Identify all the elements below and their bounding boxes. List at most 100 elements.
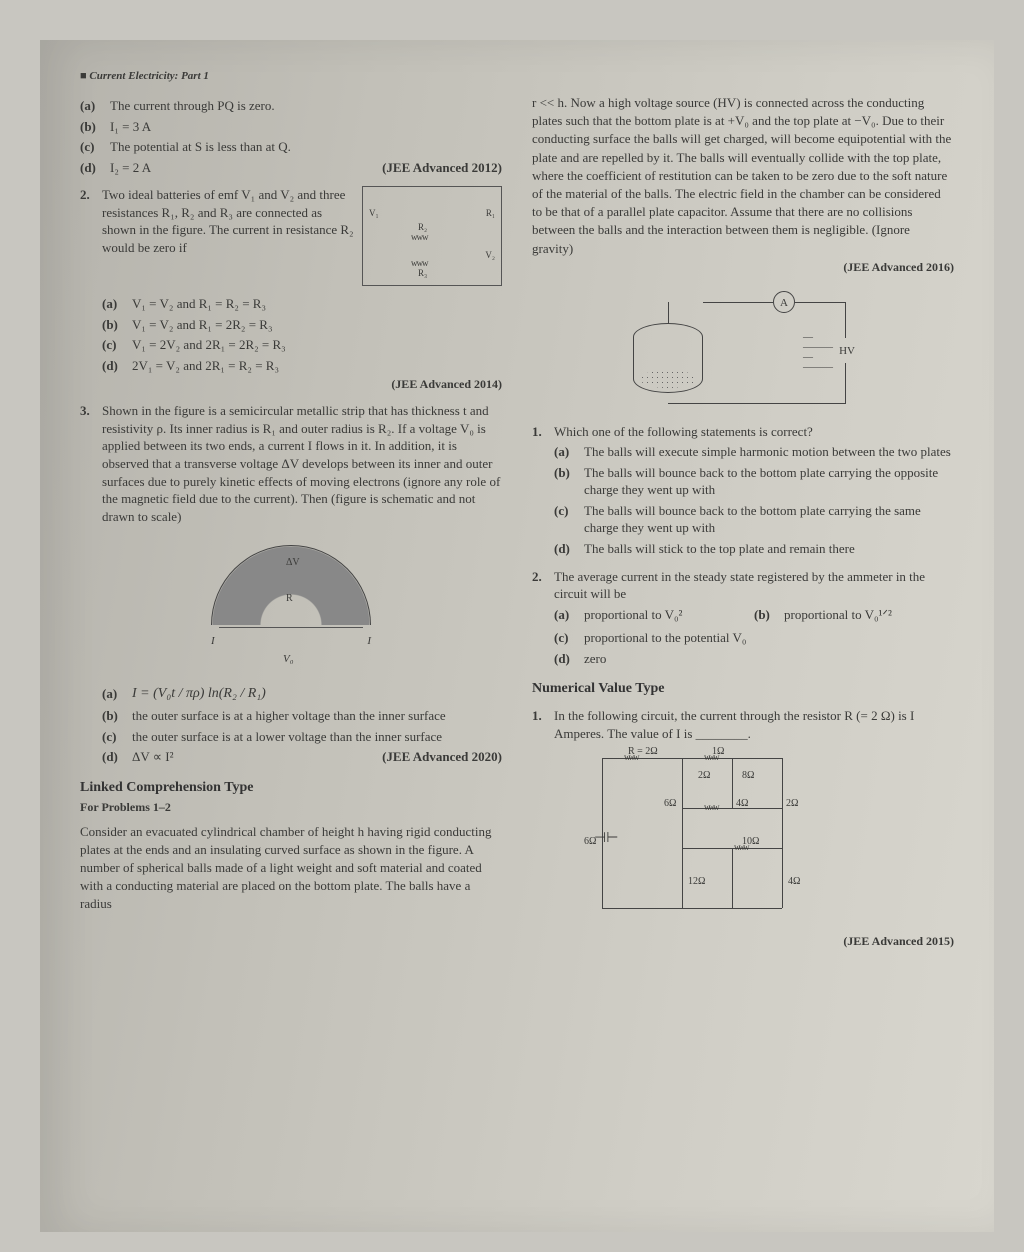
wire	[782, 758, 783, 908]
option-label: (c)	[80, 138, 110, 156]
resistor-icon: ᴡᴡᴡ	[734, 842, 748, 852]
option-label: (d)	[102, 748, 132, 766]
wire	[602, 908, 782, 909]
option-label: (a)	[80, 97, 110, 115]
option-text: I₂ = 2 A (JEE Advanced 2012)	[110, 159, 502, 177]
q3-option-a: (a) I = (V₀t / πρ) ln(R₂ / R₁)	[102, 685, 502, 704]
rq2-option-d: (d)zero	[554, 650, 954, 668]
question-number: 2.	[80, 186, 102, 292]
option-label: (c)	[102, 728, 132, 746]
rq1-option-c: (c)The balls will bounce back to the bot…	[554, 502, 954, 537]
jee-tag: (JEE Advanced 2014)	[80, 377, 502, 392]
page: ■ Current Electricity: Part 1 (a) The cu…	[40, 40, 994, 1232]
option-label: (a)	[102, 295, 132, 313]
resistor-icon: ᴡᴡᴡ	[624, 752, 638, 762]
wire	[668, 302, 669, 324]
option-text: the outer surface is at a higher voltage…	[132, 707, 502, 725]
question-body: V₁ R₁ R₂ R₃ V₂ ᴡᴡᴡ ᴡᴡᴡ Two ideal batteri…	[102, 186, 502, 292]
resistor-icon: ᴡᴡᴡ	[704, 752, 718, 762]
circuit-label-v1: V₁	[369, 207, 379, 219]
diag-label-i: I	[367, 635, 371, 647]
rq2-opts-row1: (a)proportional to V₀² (b)proportional t…	[554, 603, 954, 627]
wire	[732, 758, 733, 808]
two-column-layout: (a) The current through PQ is zero. (b) …	[80, 94, 954, 951]
q2-option-a: (a)V₁ = V₂ and R₁ = R₂ = R₃	[102, 295, 502, 313]
option-text: I₁ = 3 A	[110, 118, 502, 136]
option-text: The potential at S is less than at Q.	[110, 138, 502, 156]
q2-option-d: (d)2V₁ = V₂ and 2R₁ = R₂ = R₃	[102, 357, 502, 375]
option-label: (a)	[102, 685, 132, 704]
linked-paragraph: Consider an evacuated cylindrical chambe…	[80, 823, 502, 914]
right-top-paragraph: r << h. Now a high voltage source (HV) i…	[532, 94, 954, 258]
option-label: (b)	[102, 316, 132, 334]
option-text-span: I₂ = 2 A	[110, 160, 151, 175]
rq2-option-c: (c)proportional to the potential V₀	[554, 629, 954, 647]
rq1-option-b: (b)The balls will bounce back to the bot…	[554, 464, 954, 499]
wire	[732, 848, 733, 908]
res-label: 2Ω	[786, 798, 798, 809]
option-text: zero	[584, 650, 954, 668]
option-text: The balls will bounce back to the bottom…	[584, 502, 954, 537]
page-header: ■ Current Electricity: Part 1	[80, 70, 954, 82]
section-heading-numerical: Numerical Value Type	[532, 681, 954, 697]
option-text: The balls will stick to the top plate an…	[584, 540, 954, 558]
q2-option-c: (c)V₁ = 2V₂ and 2R₁ = 2R₂ = R₃	[102, 336, 502, 354]
section-subheading: For Problems 1–2	[80, 800, 502, 815]
diag-label-r: R	[286, 593, 293, 604]
q1-option-b: (b) I₁ = 3 A	[80, 118, 502, 136]
wire	[795, 302, 845, 303]
q3-option-b: (b)the outer surface is at a higher volt…	[102, 707, 502, 725]
res-label: 8Ω	[742, 770, 754, 781]
circuit-label-r1: R₁	[486, 207, 495, 219]
res-label: 2Ω	[698, 770, 710, 781]
jee-tag: (JEE Advanced 2020)	[382, 748, 502, 766]
rq1-options: (a)The balls will execute simple harmoni…	[554, 443, 954, 557]
q2-circuit-diagram: V₁ R₁ R₂ R₃ V₂ ᴡᴡᴡ ᴡᴡᴡ	[362, 186, 502, 286]
option-text: V₁ = 2V₂ and 2R₁ = 2R₂ = R₃	[132, 336, 502, 354]
header-text: Current Electricity: Part 1	[89, 70, 208, 82]
question-2: 2. V₁ R₁ R₂ R₃ V₂ ᴡᴡᴡ ᴡᴡᴡ Two ideal batt…	[80, 186, 502, 292]
question-text: Shown in the figure is a semicircular me…	[102, 402, 502, 525]
option-label: (b)	[80, 118, 110, 136]
q1-option-a: (a) The current through PQ is zero.	[80, 97, 502, 115]
rq2-options: (a)proportional to V₀² (b)proportional t…	[554, 603, 954, 668]
option-text: The current through PQ is zero.	[110, 97, 502, 115]
hv-label: HV	[839, 345, 855, 357]
question-text: Which one of the following statements is…	[554, 423, 954, 441]
question-number: 3.	[80, 402, 102, 525]
option-label: (b)	[754, 606, 784, 624]
wire	[668, 403, 846, 404]
q3-semicircle-diagram: ΔV R I I V₀	[191, 535, 391, 675]
hv-chamber-diagram: A ———————— HV	[623, 283, 863, 413]
resistor-icon: ᴡᴡᴡ	[411, 231, 428, 243]
option-text: the outer surface is at a lower voltage …	[132, 728, 502, 746]
option-label: (d)	[554, 650, 584, 668]
q1-option-c: (c) The potential at S is less than at Q…	[80, 138, 502, 156]
diag-label-i: I	[211, 635, 215, 647]
question-number: 1.	[532, 423, 554, 441]
diag-label-v0: V₀	[283, 653, 294, 665]
option-text: proportional to the potential V₀	[584, 629, 954, 647]
rq1-option-d: (d)The balls will stick to the top plate…	[554, 540, 954, 558]
res-label: 6Ω	[664, 798, 676, 809]
q3-options: (a) I = (V₀t / πρ) ln(R₂ / R₁) (b)the ou…	[102, 685, 502, 766]
rq2-option-b: (b)proportional to V₀¹ᐟ²	[754, 606, 954, 624]
question-text: Two ideal batteries of emf V₁ and V₂ and…	[102, 187, 354, 255]
right-question-2: 2. The average current in the steady sta…	[532, 568, 954, 603]
res-label: 4Ω	[788, 876, 800, 887]
option-text: V₁ = V₂ and R₁ = R₂ = R₃	[132, 295, 502, 313]
circuit-label-v2: V₂	[485, 249, 495, 261]
chamber-icon	[633, 323, 703, 393]
wire	[682, 758, 683, 908]
option-text: The balls will execute simple harmonic m…	[584, 443, 954, 461]
left-column: (a) The current through PQ is zero. (b) …	[80, 94, 502, 951]
wire	[845, 363, 846, 403]
jee-tag: (JEE Advanced 2012)	[382, 159, 502, 177]
q1-option-d: (d) I₂ = 2 A (JEE Advanced 2012)	[80, 159, 502, 177]
q2-options: (a)V₁ = V₂ and R₁ = R₂ = R₃ (b)V₁ = V₂ a…	[102, 295, 502, 374]
diag-label-dv: ΔV	[286, 557, 300, 568]
question-number: 1.	[532, 707, 554, 742]
option-text-span: ΔV ∝ I²	[132, 749, 174, 764]
hv-source-icon: ————————	[803, 333, 833, 373]
question-text: In the following circuit, the current th…	[554, 707, 954, 742]
